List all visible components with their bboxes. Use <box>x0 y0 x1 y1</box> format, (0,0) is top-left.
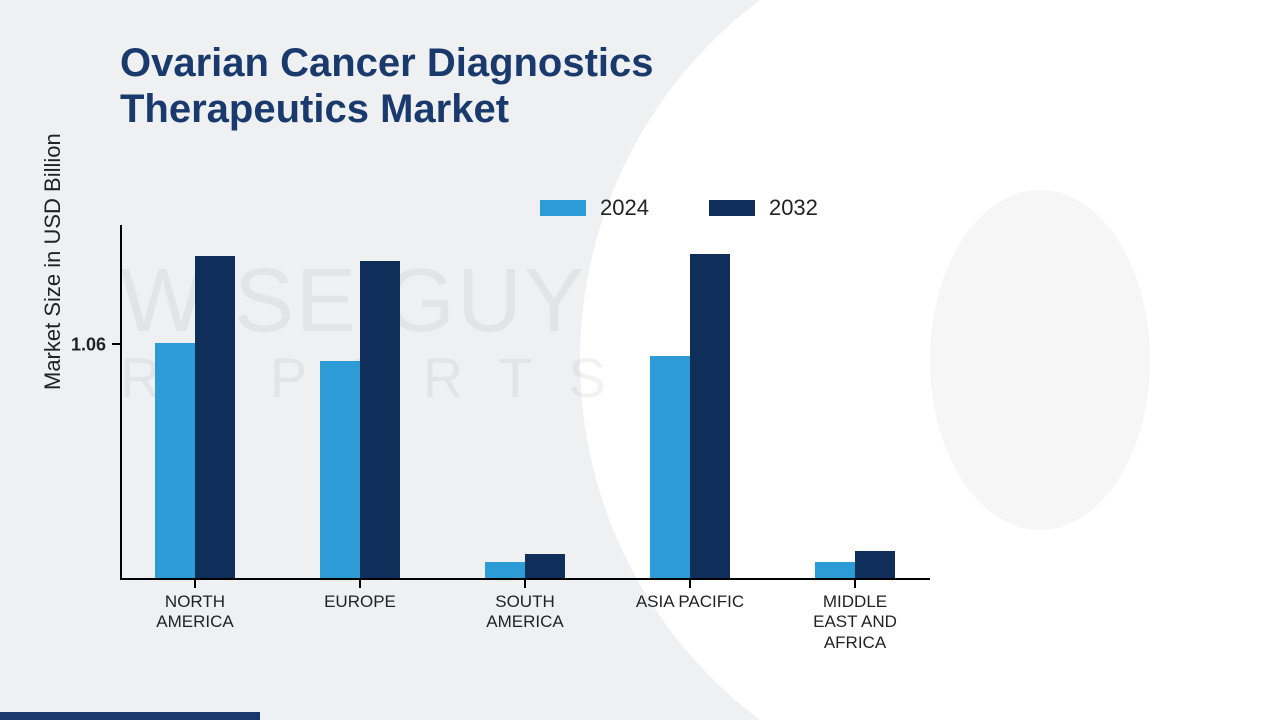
legend-label-2024: 2024 <box>600 195 649 221</box>
x-tick <box>854 580 856 588</box>
legend-swatch-2032 <box>709 200 755 216</box>
bar-2024 <box>320 361 360 578</box>
bar-2032 <box>855 551 895 578</box>
plot-area: 1.06NORTH AMERICAEUROPESOUTH AMERICAASIA… <box>120 225 930 580</box>
logo-word-wise: WISE <box>1072 40 1163 78</box>
logo-line1: WISEGUY <box>1072 40 1240 79</box>
x-tick <box>359 580 361 588</box>
logo-word-guy: GUY <box>1163 40 1240 78</box>
x-tick <box>524 580 526 588</box>
legend-swatch-2024 <box>540 200 586 216</box>
bar-2032 <box>525 554 565 578</box>
legend: 2024 2032 <box>540 195 818 221</box>
bottom-accent-strip <box>0 712 260 720</box>
bar-2024 <box>815 562 855 578</box>
x-tick <box>689 580 691 588</box>
bar-2032 <box>690 254 730 578</box>
x-category-label: NORTH AMERICA <box>140 592 250 633</box>
legend-item-2032: 2032 <box>709 195 818 221</box>
x-tick <box>194 580 196 588</box>
chart-title: Ovarian Cancer Diagnostics Therapeutics … <box>120 40 740 132</box>
legend-label-2032: 2032 <box>769 195 818 221</box>
chart-canvas: WISE GUY REPORTS WISEGUY REPORTS Ovarian… <box>0 0 1280 720</box>
brand-logo: WISEGUY REPORTS <box>1072 40 1240 92</box>
logo-head-icon <box>1180 80 1250 170</box>
y-tick <box>112 343 120 345</box>
y-axis-line <box>120 225 122 580</box>
x-category-label: SOUTH AMERICA <box>470 592 580 633</box>
bar-2024 <box>485 562 525 578</box>
x-category-label: ASIA PACIFIC <box>635 592 745 612</box>
x-category-label: EUROPE <box>305 592 415 612</box>
bar-2032 <box>195 256 235 578</box>
bar-2032 <box>360 261 400 578</box>
x-category-label: MIDDLE EAST AND AFRICA <box>800 592 910 653</box>
y-tick-label: 1.06 <box>50 334 106 355</box>
bar-2024 <box>155 343 195 578</box>
bar-2024 <box>650 356 690 578</box>
legend-item-2024: 2024 <box>540 195 649 221</box>
